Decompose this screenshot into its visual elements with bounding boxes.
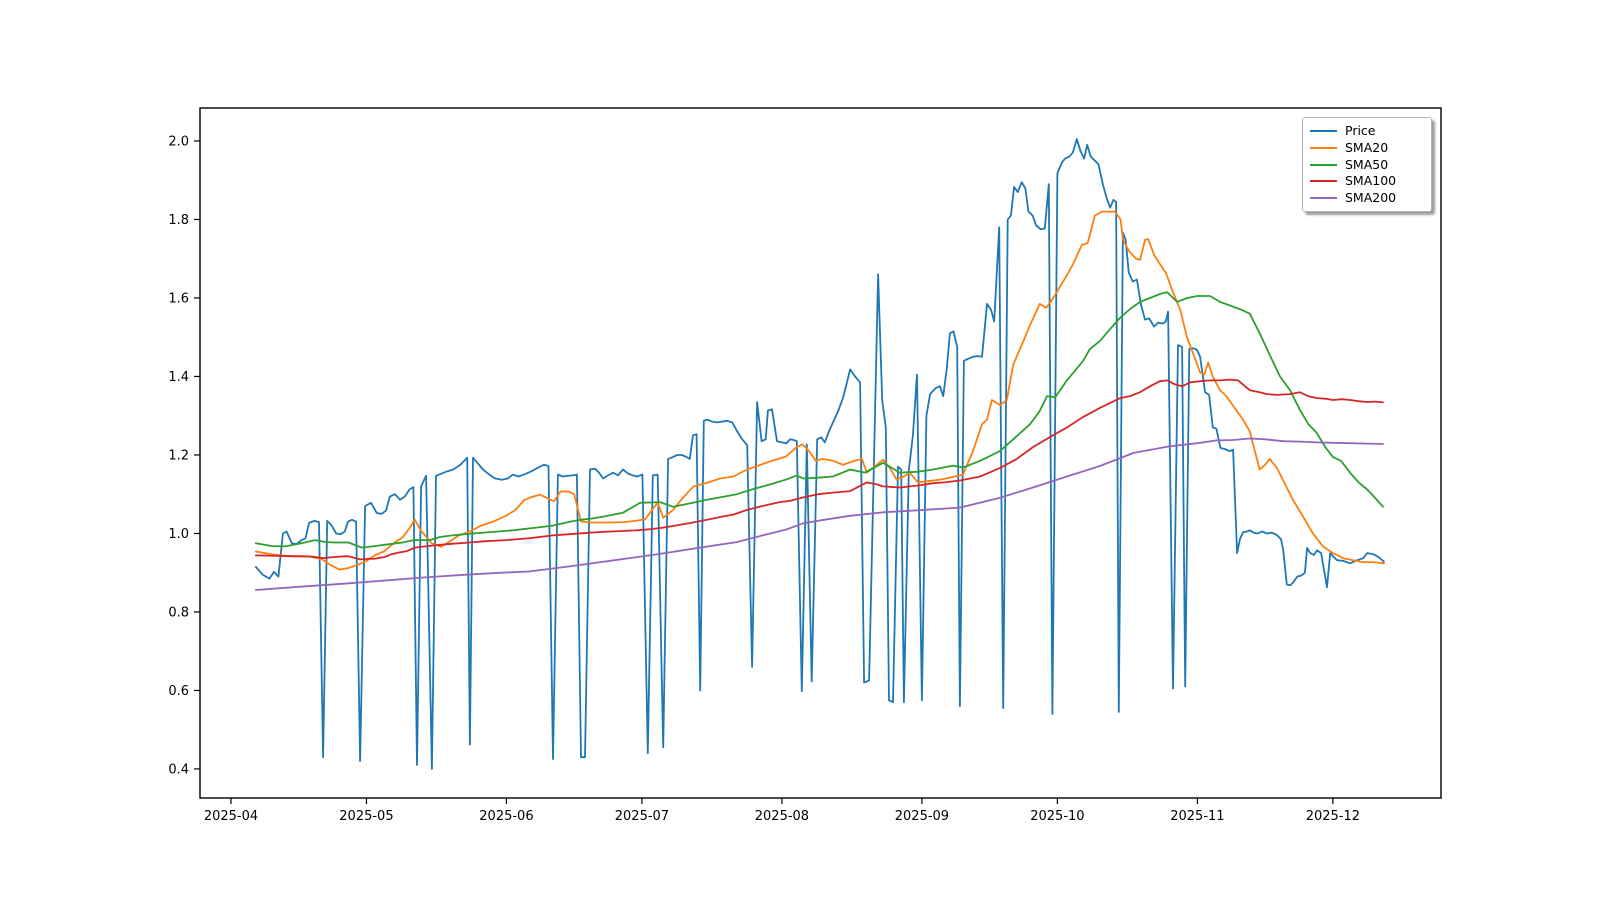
series-line-sma20 <box>254 210 1385 571</box>
sma20-line-swatch <box>1310 146 1337 149</box>
x-tick-label: 2025-08 <box>755 809 809 824</box>
x-tick-label: 2025-05 <box>339 809 393 824</box>
sma200-line-swatch <box>1310 197 1337 199</box>
series-lines <box>254 138 1385 770</box>
series-line-price <box>254 138 1385 770</box>
legend-label: SMA100 <box>1345 173 1397 189</box>
legend-item-sma50: SMA50 <box>1310 157 1424 173</box>
x-tick-label: 2025-10 <box>1030 809 1084 824</box>
sma50-line-swatch <box>1310 163 1337 166</box>
y-tick-label: 1.4 <box>168 370 189 385</box>
series-line-sma200 <box>254 437 1384 591</box>
sma100-line-swatch <box>1310 180 1337 183</box>
x-tick-label: 2025-12 <box>1306 809 1360 824</box>
x-tick-label: 2025-04 <box>204 809 258 824</box>
legend-item-sma20: SMA20 <box>1310 140 1424 156</box>
legend-label: Price <box>1345 123 1376 138</box>
y-tick-label: 0.6 <box>168 684 189 699</box>
series-line-sma50 <box>254 291 1384 549</box>
legend-item-price: Price <box>1310 123 1424 139</box>
x-tick-label: 2025-11 <box>1170 809 1224 824</box>
axes: 2025-04 2025-05 2025-06 2025-07 2025-08 2025-… <box>168 134 1360 824</box>
legend-item-sma100: SMA100 <box>1310 173 1424 189</box>
y-tick-label: 1.6 <box>168 291 189 306</box>
y-tick-label: 1.8 <box>168 213 189 228</box>
price-line-swatch <box>1310 130 1337 132</box>
legend-item-sma200: SMA200 <box>1310 190 1424 206</box>
y-tick-label: 1.0 <box>168 527 189 542</box>
series-line-sma100 <box>254 378 1384 561</box>
y-tick-label: 1.2 <box>168 448 189 463</box>
legend-label: SMA20 <box>1345 139 1389 155</box>
legend: Price SMA20 SMA50 SMA100 SMA200 <box>1302 117 1432 212</box>
x-tick-label: 2025-06 <box>479 809 533 824</box>
legend-label: SMA200 <box>1345 190 1397 205</box>
legend-label: SMA50 <box>1345 156 1389 172</box>
x-tick-label: 2025-09 <box>895 809 949 824</box>
x-tick-label: 2025-07 <box>615 809 669 824</box>
y-tick-label: 0.4 <box>168 762 189 777</box>
y-tick-label: 0.8 <box>168 605 189 620</box>
plot-border <box>199 107 1442 799</box>
y-tick-label: 2.0 <box>168 134 189 149</box>
